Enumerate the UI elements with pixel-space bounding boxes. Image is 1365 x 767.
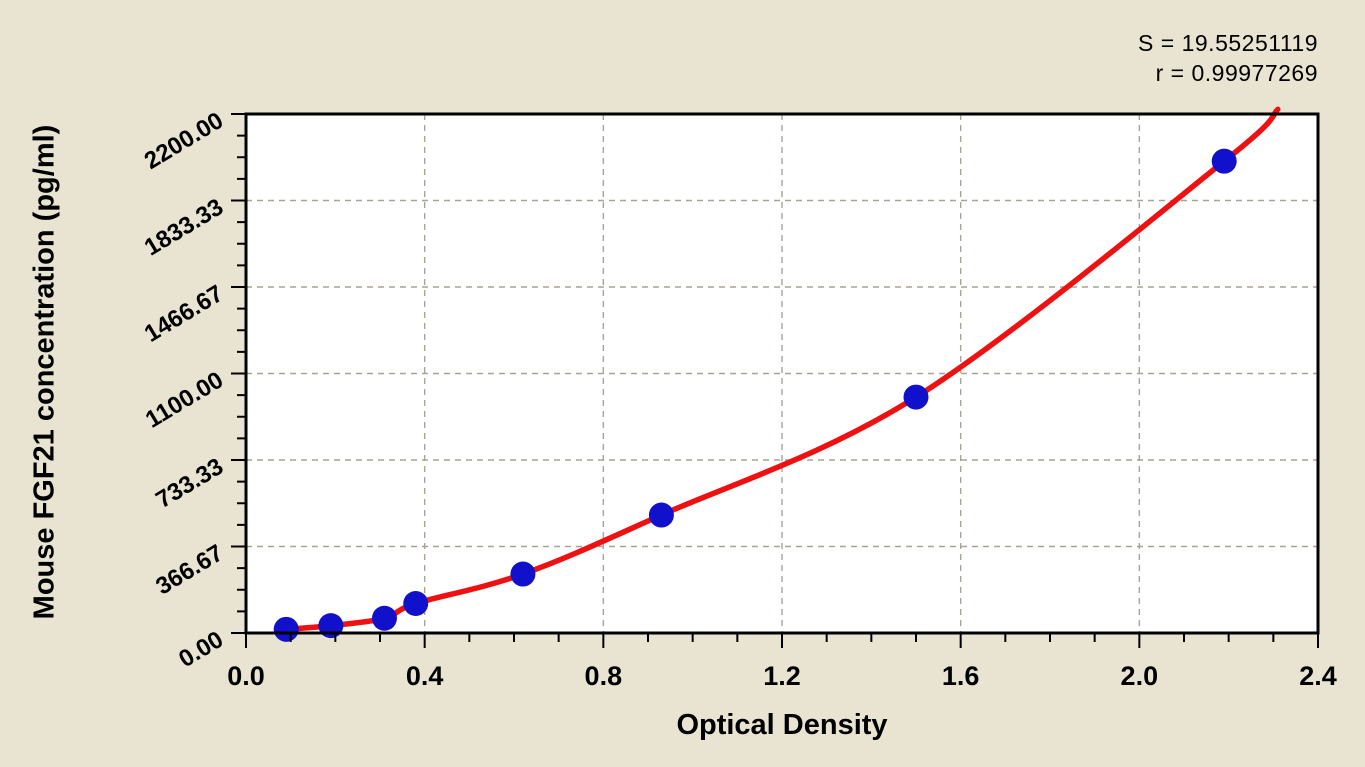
y-tick-label: 1100.00 bbox=[141, 366, 228, 433]
data-point bbox=[403, 591, 429, 617]
x-tick-label: 0.0 bbox=[227, 661, 265, 691]
y-tick-label-text: 0.00 bbox=[174, 626, 228, 673]
x-tick-label: 1.6 bbox=[942, 661, 980, 691]
plot-border bbox=[244, 112, 1320, 635]
data-point bbox=[1211, 148, 1237, 174]
y-tick-label: 1833.33 bbox=[140, 194, 228, 262]
data-point bbox=[273, 616, 299, 642]
fit-r-value: r = 0.99977269 bbox=[1155, 60, 1318, 86]
y-tick-label-text: 2200.00 bbox=[140, 107, 228, 175]
y-tick-label-text: 1100.00 bbox=[141, 366, 228, 433]
y-tick-label: 0.00 bbox=[174, 626, 228, 673]
x-axis-title: Optical Density bbox=[676, 709, 888, 741]
x-tick-label: 0.4 bbox=[406, 661, 444, 691]
data-point bbox=[903, 384, 929, 410]
y-axis-title: Mouse FGF21 concentration (pg/ml) bbox=[28, 124, 61, 620]
y-tick-label: 366.67 bbox=[151, 539, 228, 600]
fit-statistics: S = 19.55251119 r = 0.99977269 bbox=[1138, 28, 1318, 88]
y-tick-label-text: 733.33 bbox=[151, 453, 228, 514]
x-tick-label: 2.0 bbox=[1121, 661, 1159, 691]
data-point bbox=[648, 502, 674, 528]
x-tick-label: 2.4 bbox=[1299, 661, 1337, 691]
y-tick-label-text: 1833.33 bbox=[140, 194, 228, 262]
y-tick-label-text: 1466.67 bbox=[140, 280, 228, 348]
x-tick-label: 1.2 bbox=[763, 661, 801, 691]
y-tick-label-text: 366.67 bbox=[151, 539, 228, 600]
y-tick-label: 733.33 bbox=[151, 453, 228, 514]
y-tick-label: 1466.67 bbox=[140, 280, 228, 348]
y-tick-label: 2200.00 bbox=[140, 107, 228, 175]
data-point bbox=[510, 561, 536, 587]
data-point bbox=[371, 605, 397, 631]
fit-s-value: S = 19.55251119 bbox=[1138, 30, 1318, 56]
x-tick-label: 0.8 bbox=[585, 661, 623, 691]
